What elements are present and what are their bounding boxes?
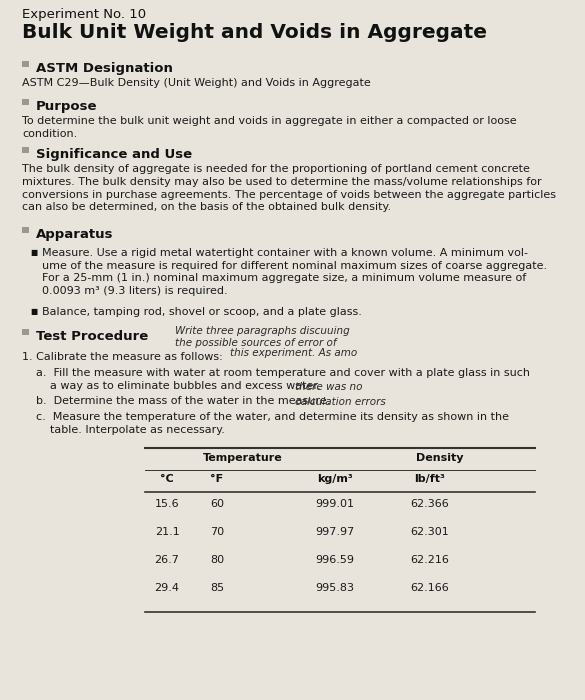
FancyBboxPatch shape: [22, 227, 29, 232]
Text: calculation errors: calculation errors: [295, 397, 386, 407]
FancyBboxPatch shape: [22, 147, 29, 153]
Text: 997.97: 997.97: [315, 527, 355, 537]
Text: Density: Density: [417, 453, 464, 463]
Text: Purpose: Purpose: [36, 100, 98, 113]
Text: lb/ft³: lb/ft³: [415, 474, 445, 484]
Text: Write three paragraphs discuuing
the possible sources of error of: Write three paragraphs discuuing the pos…: [175, 326, 350, 348]
Text: 80: 80: [210, 555, 224, 565]
Text: there was no: there was no: [295, 382, 363, 392]
Text: 15.6: 15.6: [154, 499, 180, 509]
Text: 62.216: 62.216: [411, 555, 449, 565]
Text: Significance and Use: Significance and Use: [36, 148, 192, 161]
Text: 21.1: 21.1: [154, 527, 180, 537]
Text: 1. Calibrate the measure as follows:: 1. Calibrate the measure as follows:: [22, 352, 223, 362]
Text: this experiment. As amo: this experiment. As amo: [230, 348, 357, 358]
Text: 70: 70: [210, 527, 224, 537]
Text: The bulk density of aggregate is needed for the proportioning of portland cement: The bulk density of aggregate is needed …: [22, 164, 556, 212]
Text: 85: 85: [210, 583, 224, 593]
Text: °F: °F: [211, 474, 223, 484]
Text: ASTM C29—Bulk Density (Unit Weight) and Voids in Aggregate: ASTM C29—Bulk Density (Unit Weight) and …: [22, 78, 371, 88]
Text: Test Procedure: Test Procedure: [36, 330, 148, 343]
Text: Experiment No. 10: Experiment No. 10: [22, 8, 146, 21]
Text: Temperature: Temperature: [202, 453, 283, 463]
Text: To determine the bulk unit weight and voids in aggregate in either a compacted o: To determine the bulk unit weight and vo…: [22, 116, 517, 139]
Text: 999.01: 999.01: [315, 499, 355, 509]
Text: 29.4: 29.4: [154, 583, 180, 593]
Text: 26.7: 26.7: [154, 555, 180, 565]
FancyBboxPatch shape: [22, 61, 29, 66]
Text: Bulk Unit Weight and Voids in Aggregate: Bulk Unit Weight and Voids in Aggregate: [22, 23, 487, 42]
Text: °C: °C: [160, 474, 174, 484]
Text: a.  Fill the measure with water at room temperature and cover with a plate glass: a. Fill the measure with water at room t…: [36, 368, 530, 391]
Text: 62.166: 62.166: [411, 583, 449, 593]
Text: Measure. Use a rigid metal watertight container with a known volume. A minimum v: Measure. Use a rigid metal watertight co…: [42, 248, 547, 295]
FancyBboxPatch shape: [22, 329, 29, 335]
Text: b.  Determine the mass of the water in the measure.: b. Determine the mass of the water in th…: [36, 396, 331, 406]
Text: c.  Measure the temperature of the water, and determine its density as shown in : c. Measure the temperature of the water,…: [36, 412, 509, 435]
Text: ASTM Designation: ASTM Designation: [36, 62, 173, 75]
Text: Balance, tamping rod, shovel or scoop, and a plate glass.: Balance, tamping rod, shovel or scoop, a…: [42, 307, 362, 317]
Text: 62.301: 62.301: [411, 527, 449, 537]
Text: ■: ■: [30, 248, 37, 257]
Text: Apparatus: Apparatus: [36, 228, 113, 241]
Text: 995.83: 995.83: [315, 583, 355, 593]
Text: kg/m³: kg/m³: [317, 474, 353, 484]
Text: 996.59: 996.59: [315, 555, 355, 565]
Text: ■: ■: [30, 307, 37, 316]
Text: 60: 60: [210, 499, 224, 509]
Text: 62.366: 62.366: [411, 499, 449, 509]
FancyBboxPatch shape: [22, 99, 29, 105]
